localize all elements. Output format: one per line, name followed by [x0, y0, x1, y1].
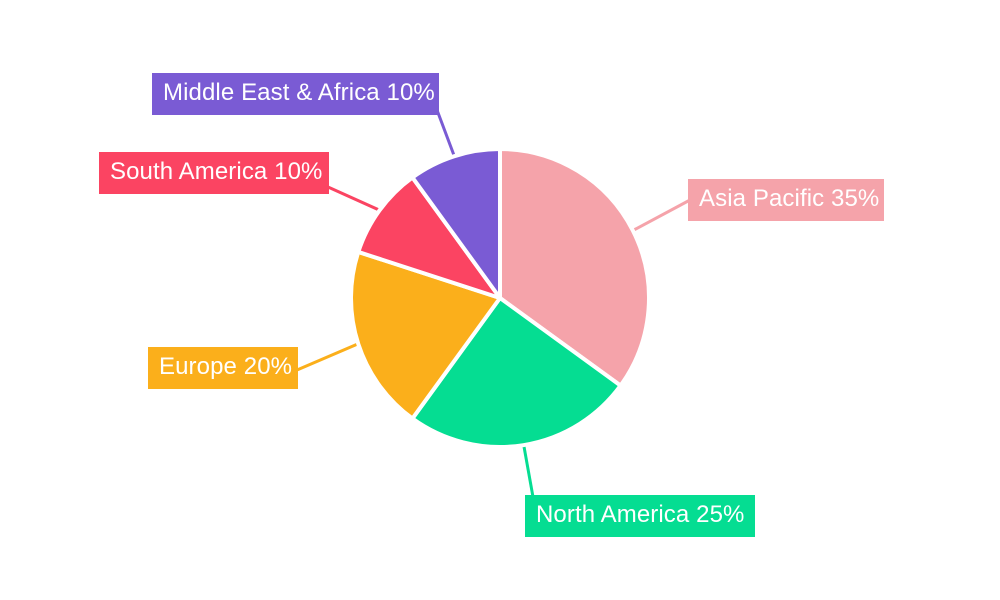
leader-line-middle-east-africa	[435, 109, 457, 159]
leader-line-asia-pacific	[631, 198, 691, 233]
pie-slice-europe[interactable]	[349, 249, 502, 421]
pie-slice-asia-pacific[interactable]	[498, 147, 651, 388]
pie-label-south-america: South America 10%	[99, 152, 329, 194]
pie-slice-south-america[interactable]	[356, 175, 502, 300]
leader-line-north-america	[521, 440, 535, 498]
leader-line-europe	[296, 338, 368, 372]
pie-slice-group	[349, 147, 651, 449]
pie-label-asia-pacific: Asia Pacific 35%	[688, 179, 884, 221]
pie-label-north-america: North America 25%	[525, 495, 755, 537]
pie-slice-north-america[interactable]	[410, 296, 623, 449]
pie-slice-middle-east-africa[interactable]	[410, 147, 502, 300]
pie-label-europe: Europe 20%	[148, 347, 298, 389]
pie-label-middle-east-africa: Middle East & Africa 10%	[152, 73, 439, 115]
